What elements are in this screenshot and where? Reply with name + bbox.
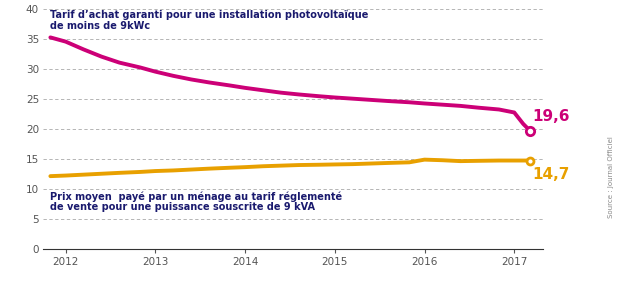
Text: de moins de 9kWc: de moins de 9kWc — [51, 21, 151, 31]
Text: Prix moyen  payé par un ménage au tarif réglementé: Prix moyen payé par un ménage au tarif r… — [51, 192, 342, 202]
Text: de vente pour une puissance souscrite de 9 kVA: de vente pour une puissance souscrite de… — [51, 202, 315, 212]
Text: Tarif d’achat garanti pour une installation photovoltaïque: Tarif d’achat garanti pour une installat… — [51, 10, 369, 20]
Text: 19,6: 19,6 — [532, 109, 569, 124]
Text: Source : Journal Officiel: Source : Journal Officiel — [608, 136, 614, 218]
Text: 14,7: 14,7 — [532, 166, 569, 182]
